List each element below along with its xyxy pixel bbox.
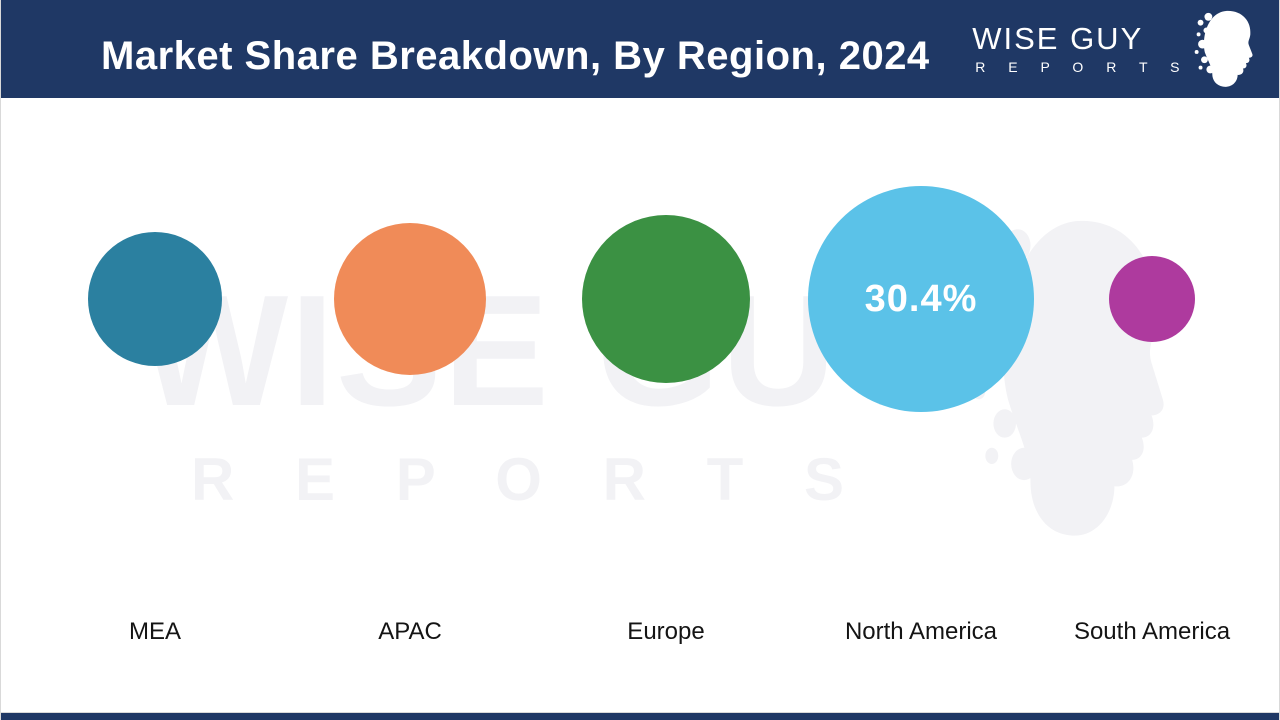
logo-face-icon	[1194, 10, 1253, 87]
category-label-mea: MEA	[128, 618, 182, 645]
bubble-layer: 30.4%	[1, 98, 1279, 713]
header: Market Share Breakdown, By Region, 2024 …	[1, 0, 1279, 98]
page-title: Market Share Breakdown, By Region, 2024	[101, 33, 930, 78]
brand-subtitle: R E P O R T S	[975, 58, 1189, 75]
bubble-value-label: 30.4%	[864, 277, 978, 320]
category-label-north-america: North America	[844, 618, 998, 645]
brand-text: WISE GUY R E P O R T S	[972, 23, 1189, 75]
category-label-europe: Europe	[627, 618, 705, 645]
chart-area: WISE GUY R E P O R T S 30.4% MEA APAC Euro…	[1, 98, 1279, 713]
label-layer: MEA APAC Europe North America South America	[1, 98, 1279, 713]
bubble-north-america: 30.4%	[808, 186, 1034, 412]
category-label-south-america: South America	[1073, 618, 1231, 645]
category-label-apac: APAC	[378, 618, 442, 645]
bubble-south-america	[1109, 256, 1195, 342]
watermark-subtext: R E P O R T S	[191, 446, 866, 513]
brand-logo: WISE GUY R E P O R T S	[972, 7, 1255, 91]
brand-name: WISE GUY	[972, 21, 1144, 57]
bubble-apac	[334, 223, 486, 375]
bubble-mea	[88, 232, 222, 366]
footer-bar	[1, 712, 1279, 720]
bubble-europe	[582, 215, 750, 383]
